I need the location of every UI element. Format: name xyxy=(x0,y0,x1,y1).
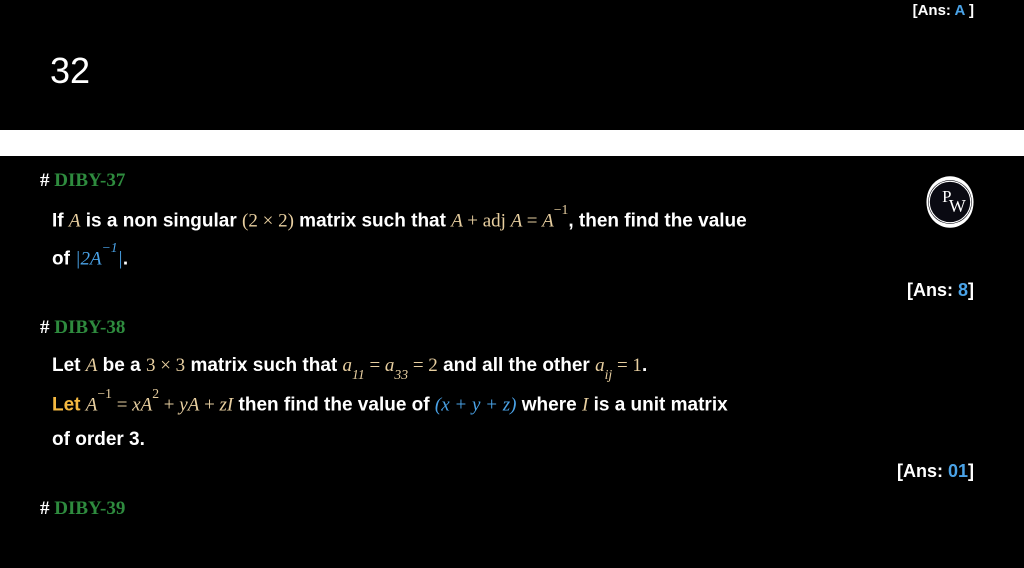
inv-p1: + xyxy=(159,394,179,415)
ans-suffix: ] xyxy=(968,280,974,300)
diby-39-label: DIBY-39 xyxy=(54,498,125,519)
a11-sub: 11 xyxy=(352,367,365,382)
aij: a xyxy=(595,355,605,376)
eqn-eq: = xyxy=(527,210,542,231)
hash-symbol: # xyxy=(40,317,50,338)
text: . xyxy=(123,248,128,269)
dimension: 3 × 3 xyxy=(146,355,185,376)
hash-symbol: # xyxy=(40,498,50,519)
ans-suffix: ] xyxy=(969,2,974,19)
aij-val: = 1 xyxy=(612,355,642,376)
let-label: Let xyxy=(52,394,86,415)
ans-value: A xyxy=(955,2,965,19)
text: If xyxy=(52,210,69,231)
eqn-adj: adj xyxy=(483,210,511,231)
text: matrix such that xyxy=(185,355,342,376)
ans-prefix: [Ans: xyxy=(897,461,943,481)
diby-37-header: # DIBY-37 xyxy=(40,170,984,192)
diby-37-answer: [Ans: 8] xyxy=(40,280,984,301)
content-area: # DIBY-37 If A is a non singular (2 × 2)… xyxy=(40,170,984,532)
inv-x: xA xyxy=(132,394,152,415)
divider-bar xyxy=(0,130,1024,156)
eq1: = xyxy=(365,355,385,376)
text: where xyxy=(516,394,581,415)
eqn-rhs-A: A xyxy=(542,210,554,231)
aij-sub: ij xyxy=(605,367,613,382)
eqn-plus: + xyxy=(467,210,482,231)
ans-suffix: ] xyxy=(968,461,974,481)
matrix-A: A xyxy=(69,210,81,231)
text: be a xyxy=(97,355,146,376)
text: . xyxy=(642,355,647,376)
eqn-A: A xyxy=(451,210,467,231)
matrix-A: A xyxy=(86,355,98,376)
diby-38-line3: of order 3. xyxy=(40,425,984,454)
text: then find the value of xyxy=(233,394,435,415)
diby-38-line2: Let A−1 = xA2 + yA + zI then find the va… xyxy=(40,388,984,420)
a33-sub: 33 xyxy=(394,367,408,382)
text: and all the other xyxy=(438,355,595,376)
eq2: = 2 xyxy=(408,355,438,376)
expr-y: y xyxy=(472,394,485,415)
inv-y: yA xyxy=(179,394,199,415)
eqn-adj-A: A xyxy=(511,210,527,231)
text: matrix such that xyxy=(294,210,451,231)
ans-prefix: [Ans: xyxy=(913,2,951,19)
text: , then find the value xyxy=(568,210,746,231)
text: of xyxy=(52,248,75,269)
inv-x-exp: 2 xyxy=(152,386,159,401)
diby-38-header: # DIBY-38 xyxy=(40,317,984,339)
inv-A: A xyxy=(86,394,98,415)
diby-37-line1: If A is a non singular (2 × 2) matrix su… xyxy=(40,204,984,236)
diby-37-label: DIBY-37 xyxy=(54,170,125,191)
diby-37-line2: of |2A−1|. xyxy=(40,242,984,274)
a11: a xyxy=(343,355,353,376)
diby-38-line1: Let A be a 3 × 3 matrix such that a11 = … xyxy=(40,351,984,382)
inv-p2: + xyxy=(199,394,219,415)
top-answer-badge: [Ans: A ] xyxy=(913,2,974,19)
diby-38-label: DIBY-38 xyxy=(54,317,125,338)
ans-prefix: [Ans: xyxy=(907,280,953,300)
diby-39-header: # DIBY-39 xyxy=(40,498,984,520)
det-2A: 2A xyxy=(80,248,101,269)
inv-eq: = xyxy=(112,394,132,415)
eqn-rhs-exp: −1 xyxy=(554,202,569,217)
hash-symbol: # xyxy=(40,170,50,191)
diby-38-answer: [Ans: 01] xyxy=(40,461,984,482)
expr-x: x xyxy=(441,394,454,415)
text: is a unit matrix xyxy=(588,394,727,415)
expr-p1: + xyxy=(454,394,472,415)
text: is a non singular xyxy=(81,210,243,231)
ans-value: 8 xyxy=(958,280,968,300)
inv-exp: −1 xyxy=(97,386,112,401)
ans-value: 01 xyxy=(948,461,968,481)
inv-z: zI xyxy=(220,394,234,415)
text: Let xyxy=(52,355,86,376)
a33: a xyxy=(385,355,395,376)
det-exp: −1 xyxy=(102,240,118,255)
dimension: (2 × 2) xyxy=(242,210,294,231)
expr-p2: + xyxy=(485,394,503,415)
slide-number: 32 xyxy=(50,50,90,92)
